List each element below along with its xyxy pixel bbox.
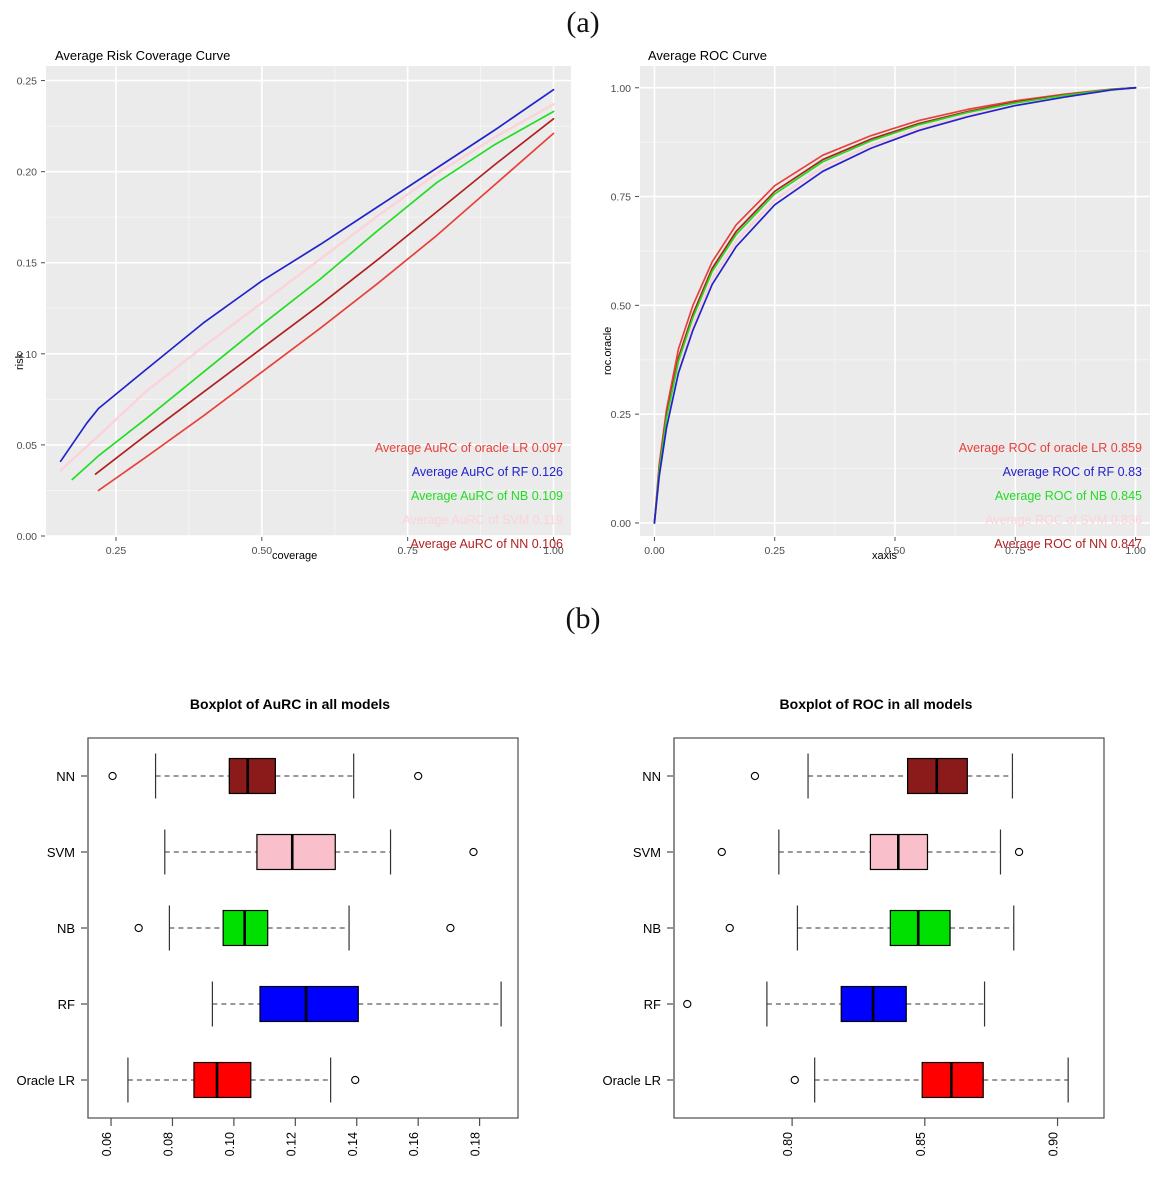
y-tick-label: 0.20	[17, 167, 38, 179]
x-tick-label: 1.00	[543, 545, 564, 557]
category-label: Oracle LR	[16, 1073, 75, 1088]
x-tick-label: 0.06	[100, 1132, 114, 1156]
x-tick-label: 0.00	[644, 545, 665, 557]
outlier-point	[446, 923, 455, 933]
legend-entry: Average ROC of RF 0.83	[1003, 465, 1142, 479]
legend-entry: Average AuRC of RF 0.126	[412, 465, 563, 479]
chart-risk-coverage-curve: Average Risk Coverage Curve risk coverag…	[0, 40, 590, 580]
y-tick-label: 0.25	[611, 409, 632, 421]
x-tick-label: 1.00	[1125, 545, 1146, 557]
legend-entry: Average ROC of NN 0.847	[994, 537, 1142, 551]
x-tick-label: 0.14	[346, 1132, 360, 1156]
x-tick-label: 0.08	[161, 1132, 175, 1156]
x-tick-label: 0.16	[407, 1132, 421, 1156]
chart-title: Boxplot of ROC in all models	[779, 696, 973, 712]
x-tick-label: 0.25	[764, 545, 785, 557]
category-label: SVM	[633, 845, 661, 860]
x-tick-label: 0.50	[885, 545, 906, 557]
outlier-point	[717, 847, 726, 857]
category-label: RF	[644, 997, 661, 1012]
y-tick-label: 0.75	[611, 192, 632, 204]
chart-title: Average Risk Coverage Curve	[55, 48, 231, 63]
outlier-point	[1014, 847, 1024, 857]
chart-boxplot-aurc: Boxplot of AuRC in all models Oracle LR R…	[0, 690, 580, 1199]
legend-entry: Average ROC of oracle LR 0.859	[959, 441, 1142, 455]
x-tick-label: 0.50	[252, 545, 273, 557]
legend-entry: Average AuRC of oracle LR 0.097	[375, 441, 563, 455]
y-tick-label: 0.50	[611, 300, 632, 312]
x-tick-label: 0.10	[223, 1132, 237, 1156]
chart-roc-curve: Average ROC Curve roc.oracle xaxis 0.00 0…	[590, 40, 1166, 580]
risk-coverage-plot-area: 0.25 0.50 0.75 1.00 0.00 0.05 0.10 0.15 0.20 0.25…	[17, 66, 571, 557]
x-tick-label: 0.85	[914, 1132, 928, 1156]
outlier-point	[108, 771, 117, 781]
legend-entry: Average AuRC of NB 0.109	[411, 489, 563, 503]
category-label: Oracle LR	[602, 1073, 661, 1088]
panel-label-a: (a)	[566, 6, 600, 39]
x-tick-label: 0.12	[284, 1132, 298, 1156]
category-label: NN	[56, 769, 75, 784]
x-tick-label: 0.75	[397, 545, 418, 557]
y-tick-label: 0.00	[17, 531, 38, 543]
category-label: RF	[58, 997, 75, 1012]
category-label: NB	[57, 921, 75, 936]
y-tick-label: 0.25	[17, 76, 38, 88]
legend-entry: Average AuRC of NN 0.106	[410, 537, 563, 551]
legend-entry: Average ROC of SVM 0.836	[985, 513, 1142, 527]
x-tick-label: 0.25	[106, 545, 127, 557]
category-label: SVM	[47, 845, 75, 860]
x-axis-label: coverage	[272, 550, 318, 562]
outlier-point	[683, 999, 692, 1009]
outlier-point	[750, 771, 760, 781]
x-tick-label: 0.90	[1047, 1132, 1061, 1156]
y-tick-label: 0.05	[17, 440, 38, 452]
category-label: NB	[643, 921, 661, 936]
legend-entry: Average ROC of NB 0.845	[995, 489, 1142, 503]
roc-plot-area: 0.00 0.25 0.50 0.75 1.00 0.00 0.25 0.50 0.75 1.00…	[611, 66, 1150, 557]
y-tick-label: 0.00	[611, 518, 632, 530]
chart-boxplot-roc: Boxplot of ROC in all models Oracle LR RF…	[586, 690, 1166, 1199]
panel-label-b: (b)	[565, 602, 601, 635]
outlier-point	[469, 847, 478, 857]
outlier-point	[725, 923, 734, 933]
chart-title: Boxplot of AuRC in all models	[189, 696, 391, 712]
x-tick-label: 0.18	[469, 1132, 483, 1156]
chart-title: Average ROC Curve	[648, 48, 767, 63]
category-label: NN	[642, 769, 661, 784]
y-tick-label: 0.10	[17, 349, 38, 361]
outlier-point	[414, 771, 423, 781]
y-tick-label: 1.00	[611, 83, 632, 95]
boxplot-roc-plot-area: Oracle LR RF NB SVM NN 0.80 0.85 0.90	[602, 737, 1105, 1156]
y-tick-label: 0.15	[17, 258, 38, 270]
outlier-point	[351, 1075, 360, 1085]
boxplot-aurc-plot-area: Oracle LR RF NB SVM NN 0.06 0.08 0.10 0.12 0.14 0.…	[16, 737, 519, 1156]
outlier-point	[790, 1075, 799, 1085]
x-tick-label: 0.75	[1005, 545, 1026, 557]
outlier-point	[134, 923, 143, 933]
x-tick-label: 0.80	[781, 1132, 795, 1156]
legend-entry: Average AuRC of SVM 0.119	[402, 513, 563, 527]
x-axis-label: xaxis	[872, 550, 898, 562]
